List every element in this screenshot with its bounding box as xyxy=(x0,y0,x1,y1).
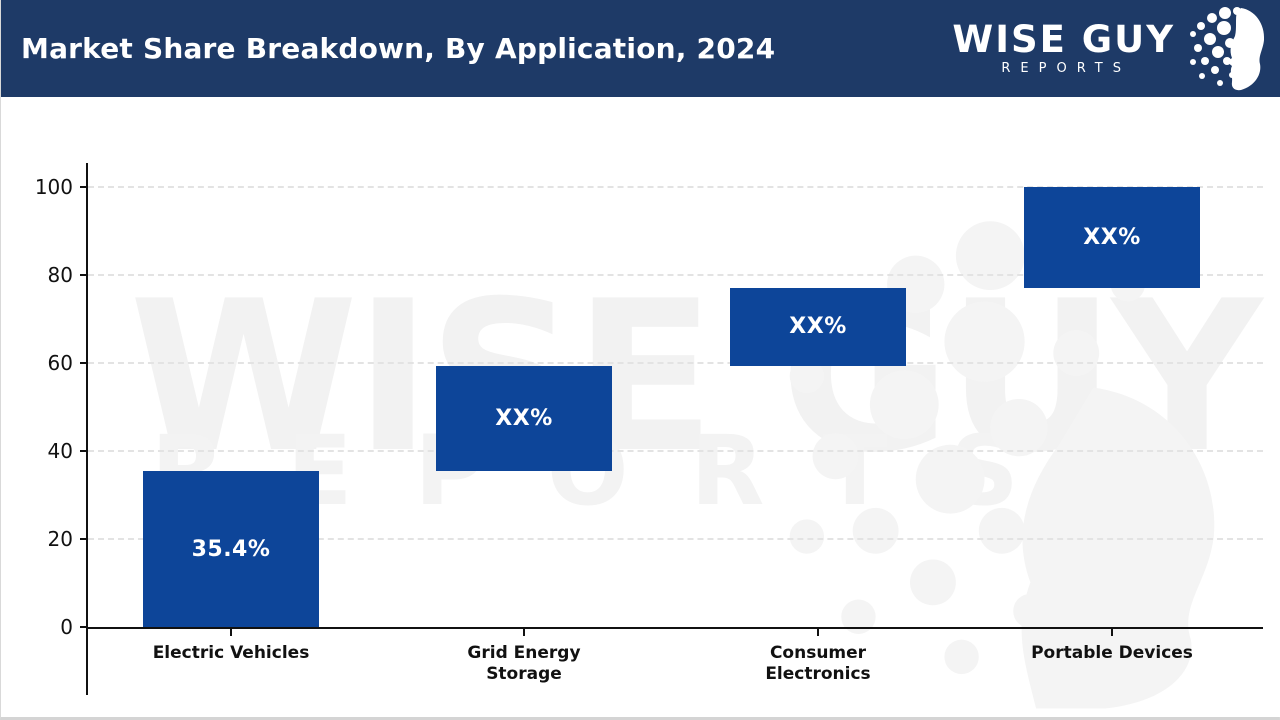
x-tick-mark-electric-vehicles xyxy=(230,629,232,636)
y-tick-mark-40 xyxy=(80,450,86,452)
y-tick-label-40: 40 xyxy=(47,439,73,463)
logo-text: WISE GUY REPORTS xyxy=(952,18,1175,77)
gridline-y-100 xyxy=(88,186,1263,188)
y-tick-label-0: 0 xyxy=(60,615,73,639)
y-tick-mark-20 xyxy=(80,538,86,540)
header-bar: Market Share Breakdown, By Application, … xyxy=(1,0,1280,97)
logo-wordmark: WISE GUY xyxy=(952,18,1175,61)
chart-title: Market Share Breakdown, By Application, … xyxy=(21,32,776,65)
bar-portable-devices: XX% xyxy=(1024,187,1200,289)
y-tick-label-100: 100 xyxy=(34,175,73,199)
bar-electric-vehicles: 35.4% xyxy=(143,471,319,627)
wise-guy-logo: WISE GUY REPORTS xyxy=(952,6,1280,92)
y-tick-mark-0 xyxy=(80,626,86,628)
y-tick-mark-100 xyxy=(80,186,86,188)
x-category-label-grid-energy-storage: Grid Energy Storage xyxy=(467,643,581,684)
gridline-y-80 xyxy=(88,274,1263,276)
x-tick-mark-grid-energy-storage xyxy=(523,629,525,636)
y-tick-mark-80 xyxy=(80,274,86,276)
wise-guy-face-icon xyxy=(1190,6,1265,90)
bar-value-label-portable-devices: XX% xyxy=(1083,225,1141,251)
bar-value-label-grid-energy-storage: XX% xyxy=(495,405,553,431)
gridline-y-20 xyxy=(88,538,1263,540)
y-tick-label-80: 80 xyxy=(47,263,73,287)
bar-value-label-electric-vehicles: 35.4% xyxy=(191,536,271,562)
y-tick-mark-60 xyxy=(80,362,86,364)
x-tick-mark-portable-devices xyxy=(1111,629,1113,636)
y-axis-line xyxy=(86,163,88,695)
x-tick-mark-consumer-electronics xyxy=(817,629,819,636)
bar-grid-energy-storage: XX% xyxy=(436,365,612,472)
gridline-y-40 xyxy=(88,450,1263,452)
y-tick-label-60: 60 xyxy=(47,351,73,375)
waterfall-chart: WISE GUY REPORTS 0 20 40 60 80 100 35.4% Electr… xyxy=(1,97,1280,717)
bar-value-label-consumer-electronics: XX% xyxy=(789,314,847,340)
x-category-label-consumer-electronics: Consumer Electronics xyxy=(765,643,871,684)
x-axis-line xyxy=(86,627,1263,629)
y-tick-label-20: 20 xyxy=(47,527,73,551)
x-category-label-portable-devices: Portable Devices xyxy=(1031,643,1193,663)
gridline-y-60 xyxy=(88,362,1263,364)
logo-subtitle: REPORTS xyxy=(1001,61,1131,76)
bar-consumer-electronics: XX% xyxy=(730,288,906,366)
x-category-label-electric-vehicles: Electric Vehicles xyxy=(152,643,310,663)
